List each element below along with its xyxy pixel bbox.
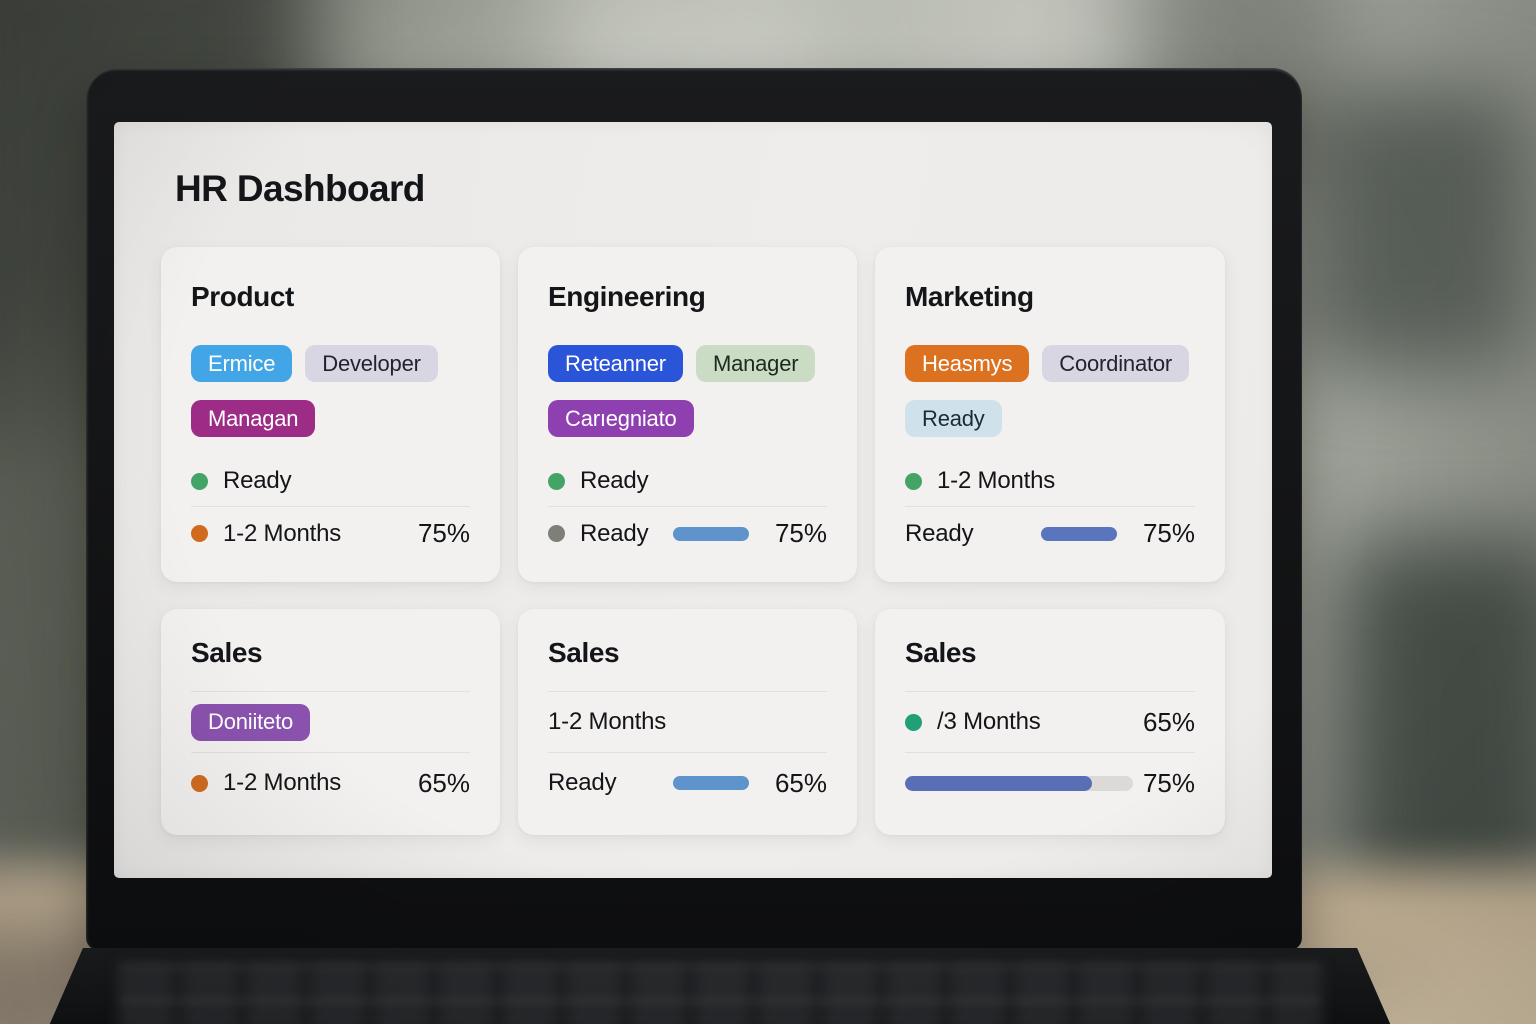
status-row: Ready xyxy=(191,458,470,504)
status-dot xyxy=(905,472,922,490)
page-title: HR Dashboard xyxy=(175,168,425,209)
card-sales-2: Sales 1-2 Months Ready 65% xyxy=(518,609,857,835)
status-row: Ready 65% xyxy=(548,755,827,811)
badge-group: Heasmys Coordinator Ready xyxy=(905,345,1195,437)
keyboard-keys xyxy=(118,964,1322,1024)
status-row: 1-2 Months 65% xyxy=(191,755,470,811)
card-title: Sales xyxy=(905,637,977,668)
status-label: Ready xyxy=(223,467,292,494)
divider xyxy=(548,752,827,753)
card-title: Engineering xyxy=(548,281,706,312)
percent-value: 75% xyxy=(1142,767,1195,798)
progress-fill xyxy=(905,775,1092,791)
divider xyxy=(191,691,470,692)
status-row: 1-2 Months 75% xyxy=(191,509,470,558)
badge-doniiteto[interactable]: Doniiteto xyxy=(191,703,311,741)
status-rows: Ready Ready 75% xyxy=(548,458,827,558)
status-label: Ready xyxy=(580,467,649,494)
card-engineering: Engineering Reteanner Manager Carıegniat… xyxy=(518,247,857,582)
badge-ermice[interactable]: Ermice xyxy=(191,345,293,382)
badge-coordinator[interactable]: Coordinator xyxy=(1042,345,1190,382)
status-dot xyxy=(191,525,208,542)
status-label: 1-2 Months xyxy=(548,708,667,735)
divider xyxy=(548,506,827,507)
status-rows: 1-2 Months Ready 75% xyxy=(905,458,1195,558)
badge-heasmys[interactable]: Heasmys xyxy=(905,345,1030,382)
percent-value: 65% xyxy=(417,767,470,798)
divider xyxy=(191,506,470,507)
progress-track xyxy=(905,775,1133,791)
card-sales-1: Sales Doniiteto 1-2 Months 65% xyxy=(161,609,500,835)
percent-value: 65% xyxy=(1142,706,1195,737)
hr-dashboard-app: HR Dashboard Product Ermice Developer Ma… xyxy=(114,122,1272,878)
status-row: /3 Months 65% xyxy=(905,694,1195,750)
status-dot xyxy=(548,525,565,542)
badge-reteanner[interactable]: Reteanner xyxy=(548,345,683,382)
status-label: 1-2 Months xyxy=(223,769,342,796)
badge-developer[interactable]: Developer xyxy=(305,345,438,382)
badge-group: Ermice Developer Managan xyxy=(191,345,470,437)
badge-manager[interactable]: Manager xyxy=(695,345,816,382)
status-rows: Ready 1-2 Months 75% xyxy=(191,458,470,558)
card-grid: Product Ermice Developer Managan Ready xyxy=(161,247,1225,835)
status-label: /3 Months xyxy=(937,708,1041,735)
status-label: Ready xyxy=(580,519,649,547)
status-label: 1-2 Months xyxy=(223,519,342,547)
status-row: 1-2 Months xyxy=(905,458,1195,504)
status-dot xyxy=(191,774,208,792)
divider xyxy=(905,752,1195,753)
background-blob xyxy=(1300,90,1530,370)
progress-row: 75% xyxy=(905,755,1195,811)
status-row: Ready xyxy=(548,458,827,504)
status-label: 1-2 Months xyxy=(937,467,1056,494)
badge-row: Doniiteto xyxy=(191,694,470,750)
divider xyxy=(905,691,1195,692)
keyboard-key-rows xyxy=(118,964,1322,1024)
laptop-lid: HR Dashboard Product Ermice Developer Ma… xyxy=(86,68,1302,950)
badge-ready[interactable]: Ready xyxy=(905,400,1002,437)
percent-value: 75% xyxy=(774,518,827,548)
status-row: Ready 75% xyxy=(548,509,827,558)
percent-value: 75% xyxy=(1142,518,1195,548)
progress-pill xyxy=(1041,526,1117,541)
progress-pill xyxy=(673,776,749,790)
progress-pill xyxy=(673,526,749,541)
card-title: Product xyxy=(191,281,294,312)
divider xyxy=(905,506,1195,507)
card-title: Sales xyxy=(548,637,620,668)
card-title: Marketing xyxy=(905,281,1034,312)
laptop-screen: HR Dashboard Product Ermice Developer Ma… xyxy=(114,122,1272,878)
card-product: Product Ermice Developer Managan Ready xyxy=(161,247,500,582)
status-dot xyxy=(548,472,565,490)
card-marketing: Marketing Heasmys Coordinator Ready 1-2 … xyxy=(875,247,1225,582)
status-label: Ready xyxy=(905,519,974,547)
divider xyxy=(191,752,470,753)
status-dot xyxy=(905,713,922,731)
status-row: Ready 75% xyxy=(905,509,1195,558)
status-dot xyxy=(191,472,208,490)
divider xyxy=(548,691,827,692)
laptop-keyboard-deck xyxy=(48,948,1392,1024)
badge-cariegniato[interactable]: Carıegniato xyxy=(548,400,694,437)
percent-value: 75% xyxy=(417,518,470,548)
status-row: 1-2 Months xyxy=(548,694,827,750)
percent-value: 65% xyxy=(774,767,827,798)
status-label: Ready xyxy=(548,769,617,796)
badge-managan[interactable]: Managan xyxy=(191,400,316,437)
card-title: Sales xyxy=(191,637,263,668)
badge-group: Reteanner Manager Carıegniato xyxy=(548,345,827,437)
card-sales-3: Sales /3 Months 65% 75% xyxy=(875,609,1225,835)
